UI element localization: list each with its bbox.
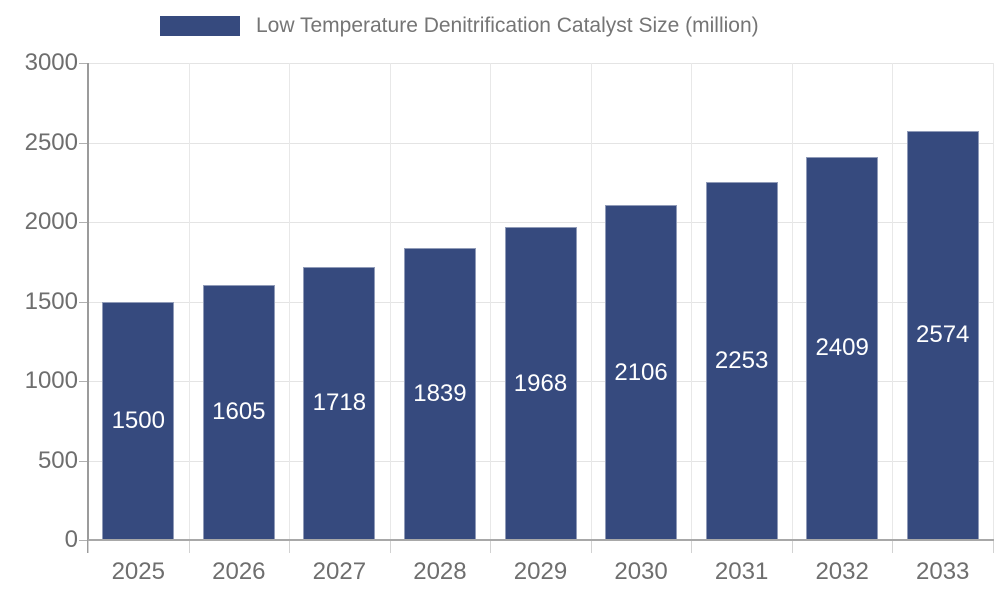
bar-2028[interactable]: 1839 [403,247,476,540]
x-axis-label: 2032 [815,558,869,585]
y-axis-label: 2000 [24,208,78,235]
bar-2027[interactable]: 1718 [303,266,376,540]
x-axis-label: 2027 [312,558,367,585]
x-axis-label: 2028 [413,558,467,585]
y-axis-label: 3000 [24,49,78,76]
x-axis-tick [490,541,492,553]
y-axis-label: 1500 [24,287,78,315]
legend-swatch [160,16,240,36]
bar-value-label: 1968 [513,369,568,397]
bar-2032[interactable]: 2409 [806,156,879,540]
y-axis-tick [79,540,88,541]
y-axis-label: 500 [37,446,78,474]
bar-2025[interactable]: 1500 [102,301,175,540]
bar-2031[interactable]: 2253 [705,181,778,540]
x-axis-tick [289,541,291,553]
v-gridline [993,63,994,540]
x-axis-line [88,539,994,541]
x-axis-label: 2026 [212,558,266,585]
h-gridline [88,222,993,223]
v-gridline [289,63,291,540]
x-axis-tick [88,541,89,553]
y-axis-tick [79,222,88,223]
y-axis-label: 0 [64,526,78,553]
y-axis-tick [79,63,88,64]
bar-2029[interactable]: 1968 [504,227,577,540]
x-axis-label: 2029 [513,558,568,585]
v-gridline [389,63,391,540]
bar-value-label: 1718 [312,389,367,417]
bar-2030[interactable]: 2106 [605,205,678,540]
v-gridline [590,63,592,540]
bar-2033[interactable]: 2574 [906,130,979,540]
v-gridline [691,63,693,540]
x-axis-tick [590,541,592,553]
bar-2026[interactable]: 1605 [202,284,275,540]
y-axis-tick [79,301,88,303]
y-axis-label: 1000 [24,367,78,394]
bar-value-label: 2574 [916,321,970,349]
bar-value-label: 2409 [815,334,869,362]
v-gridline [490,63,492,540]
x-axis-tick [993,541,994,553]
x-axis-label: 2031 [714,558,769,585]
x-axis-tick [691,541,693,553]
y-axis-line [87,63,89,553]
x-axis-tick [791,541,793,553]
y-axis-tick [79,460,88,462]
h-gridline [88,142,993,144]
x-axis-tick [188,541,190,553]
x-axis-label: 2030 [614,558,668,585]
v-gridline [892,63,894,540]
x-axis-tick [892,541,894,553]
v-gridline [188,63,190,540]
y-axis-tick [79,142,88,144]
legend-item[interactable]: Low Temperature Denitrification Catalyst… [160,14,759,38]
y-axis-label: 2500 [24,128,78,156]
legend-label: Low Temperature Denitrification Catalyst… [256,14,759,37]
bar-value-label: 1500 [111,406,165,434]
y-axis-tick [79,381,88,382]
bar-value-label: 2253 [714,346,769,374]
bar-value-label: 2106 [614,358,668,386]
bar-value-label: 1605 [212,398,266,426]
x-axis-label: 2025 [111,558,165,585]
plot-area: 1500 1605 1718 1839 1968 2106 2253 2409 2574 [79,63,994,541]
x-axis-label: 2033 [916,558,970,585]
x-axis-tick [389,541,391,553]
h-gridline [88,63,993,64]
v-gridline [791,63,793,540]
bar-value-label: 1839 [413,379,467,407]
